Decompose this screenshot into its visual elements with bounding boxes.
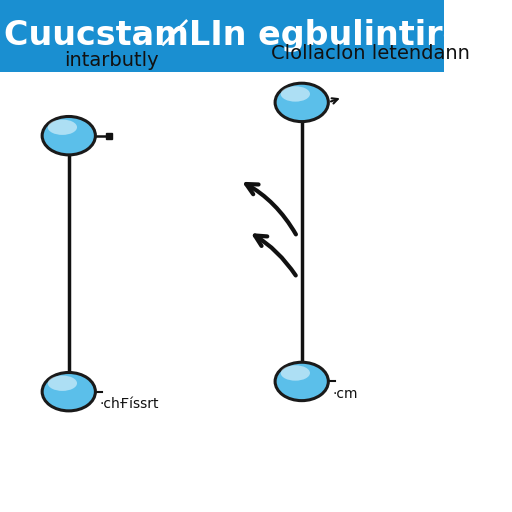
- Ellipse shape: [281, 366, 310, 381]
- Ellipse shape: [42, 373, 95, 411]
- Ellipse shape: [275, 362, 328, 400]
- Text: ·cm: ·cm: [333, 387, 358, 400]
- FancyBboxPatch shape: [0, 0, 444, 72]
- Bar: [106, 133, 112, 139]
- Ellipse shape: [275, 83, 328, 121]
- Ellipse shape: [281, 86, 310, 101]
- Text: intarbutly: intarbutly: [65, 51, 159, 71]
- Text: ·chҒíssrt: ·chҒíssrt: [100, 397, 159, 411]
- Ellipse shape: [42, 117, 95, 155]
- Text: Cuucstam̸LIn egbulintire: Cuucstam̸LIn egbulintire: [5, 19, 465, 52]
- Text: Clollaclon letendann: Clollaclon letendann: [271, 44, 470, 62]
- Ellipse shape: [48, 120, 77, 135]
- Ellipse shape: [48, 376, 77, 391]
